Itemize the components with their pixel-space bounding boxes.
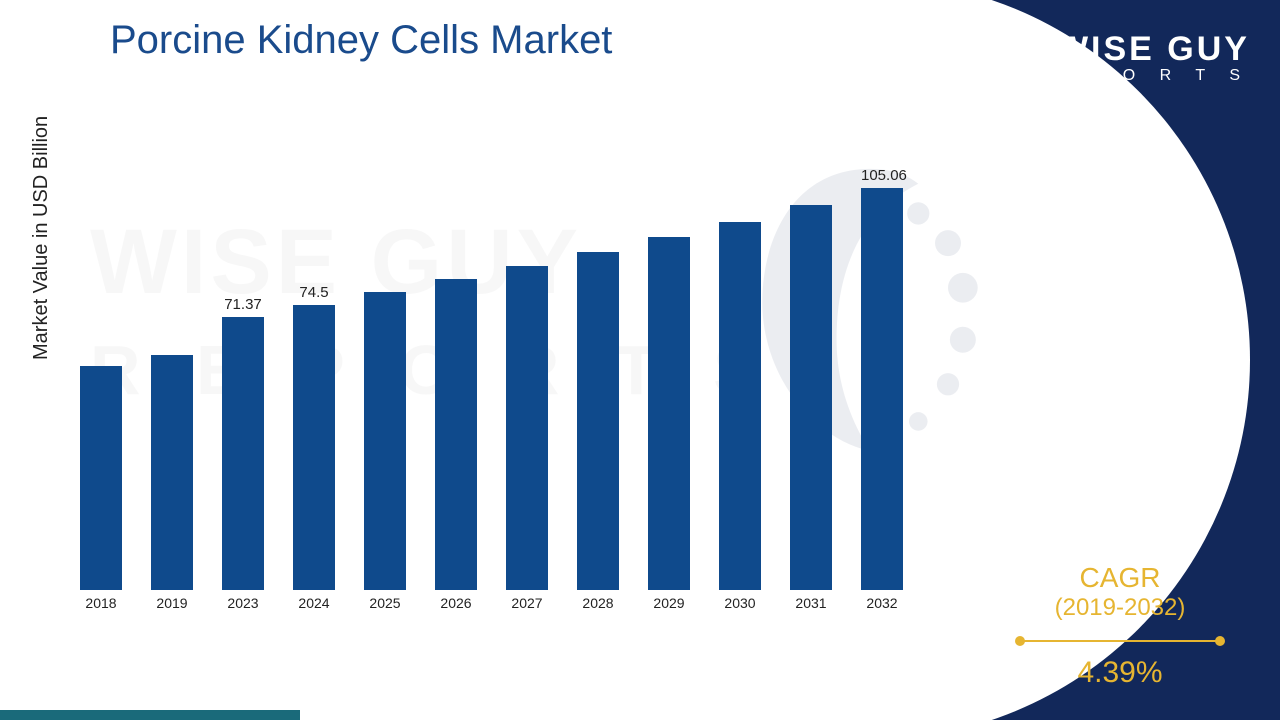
- x-tick-label: 2024: [283, 595, 345, 611]
- x-tick-label: 2030: [709, 595, 771, 611]
- bar: [80, 366, 122, 590]
- bar: [435, 279, 477, 590]
- bar: [364, 292, 406, 590]
- y-axis-label: Market Value in USD Billion: [30, 116, 53, 360]
- bar: [151, 355, 193, 590]
- bar-value-label: 74.5: [293, 284, 335, 301]
- cagr-period: (2019-2032): [1000, 594, 1240, 622]
- bar: [790, 205, 832, 590]
- bar: 74.5: [293, 305, 335, 590]
- stage: WISE GUY R E P O R T S WISE GUY R E P O …: [0, 0, 1280, 720]
- bar-value-label: 105.06: [861, 167, 903, 184]
- cagr-block: CAGR (2019-2032) 4.39%: [1000, 562, 1240, 690]
- x-tick-label: 2027: [496, 595, 558, 611]
- x-tick-label: 2025: [354, 595, 416, 611]
- x-tick-label: 2032: [851, 595, 913, 611]
- x-tick-label: 2023: [212, 595, 274, 611]
- cagr-value: 4.39%: [1000, 656, 1240, 690]
- brand-logo: WISE GUY R E P O R T S: [1017, 30, 1250, 85]
- bar: 71.37: [222, 317, 264, 590]
- bar: 105.06: [861, 188, 903, 590]
- x-tick-label: 2026: [425, 595, 487, 611]
- plot-area: 71.37 74.5 105.06: [80, 150, 930, 590]
- bottom-stripe: [0, 710, 300, 720]
- cagr-label: CAGR: [1000, 562, 1240, 594]
- bar: [719, 222, 761, 590]
- cagr-divider: [1020, 640, 1220, 642]
- x-tick-label: 2029: [638, 595, 700, 611]
- bar-chart: 71.37 74.5 105.06: [80, 150, 930, 590]
- x-tick-label: 2031: [780, 595, 842, 611]
- bar: [577, 252, 619, 590]
- x-tick-label: 2018: [70, 595, 132, 611]
- chart-title: Porcine Kidney Cells Market: [110, 18, 612, 63]
- brand-line2: R E P O R T S: [1017, 67, 1250, 85]
- bar: [506, 266, 548, 590]
- x-tick-label: 2019: [141, 595, 203, 611]
- x-tick-label: 2028: [567, 595, 629, 611]
- x-axis-labels: 2018201920232024202520262027202820292030…: [80, 595, 930, 619]
- bar-value-label: 71.37: [222, 296, 264, 313]
- brand-line1: WISE GUY: [1017, 30, 1250, 69]
- bar: [648, 237, 690, 590]
